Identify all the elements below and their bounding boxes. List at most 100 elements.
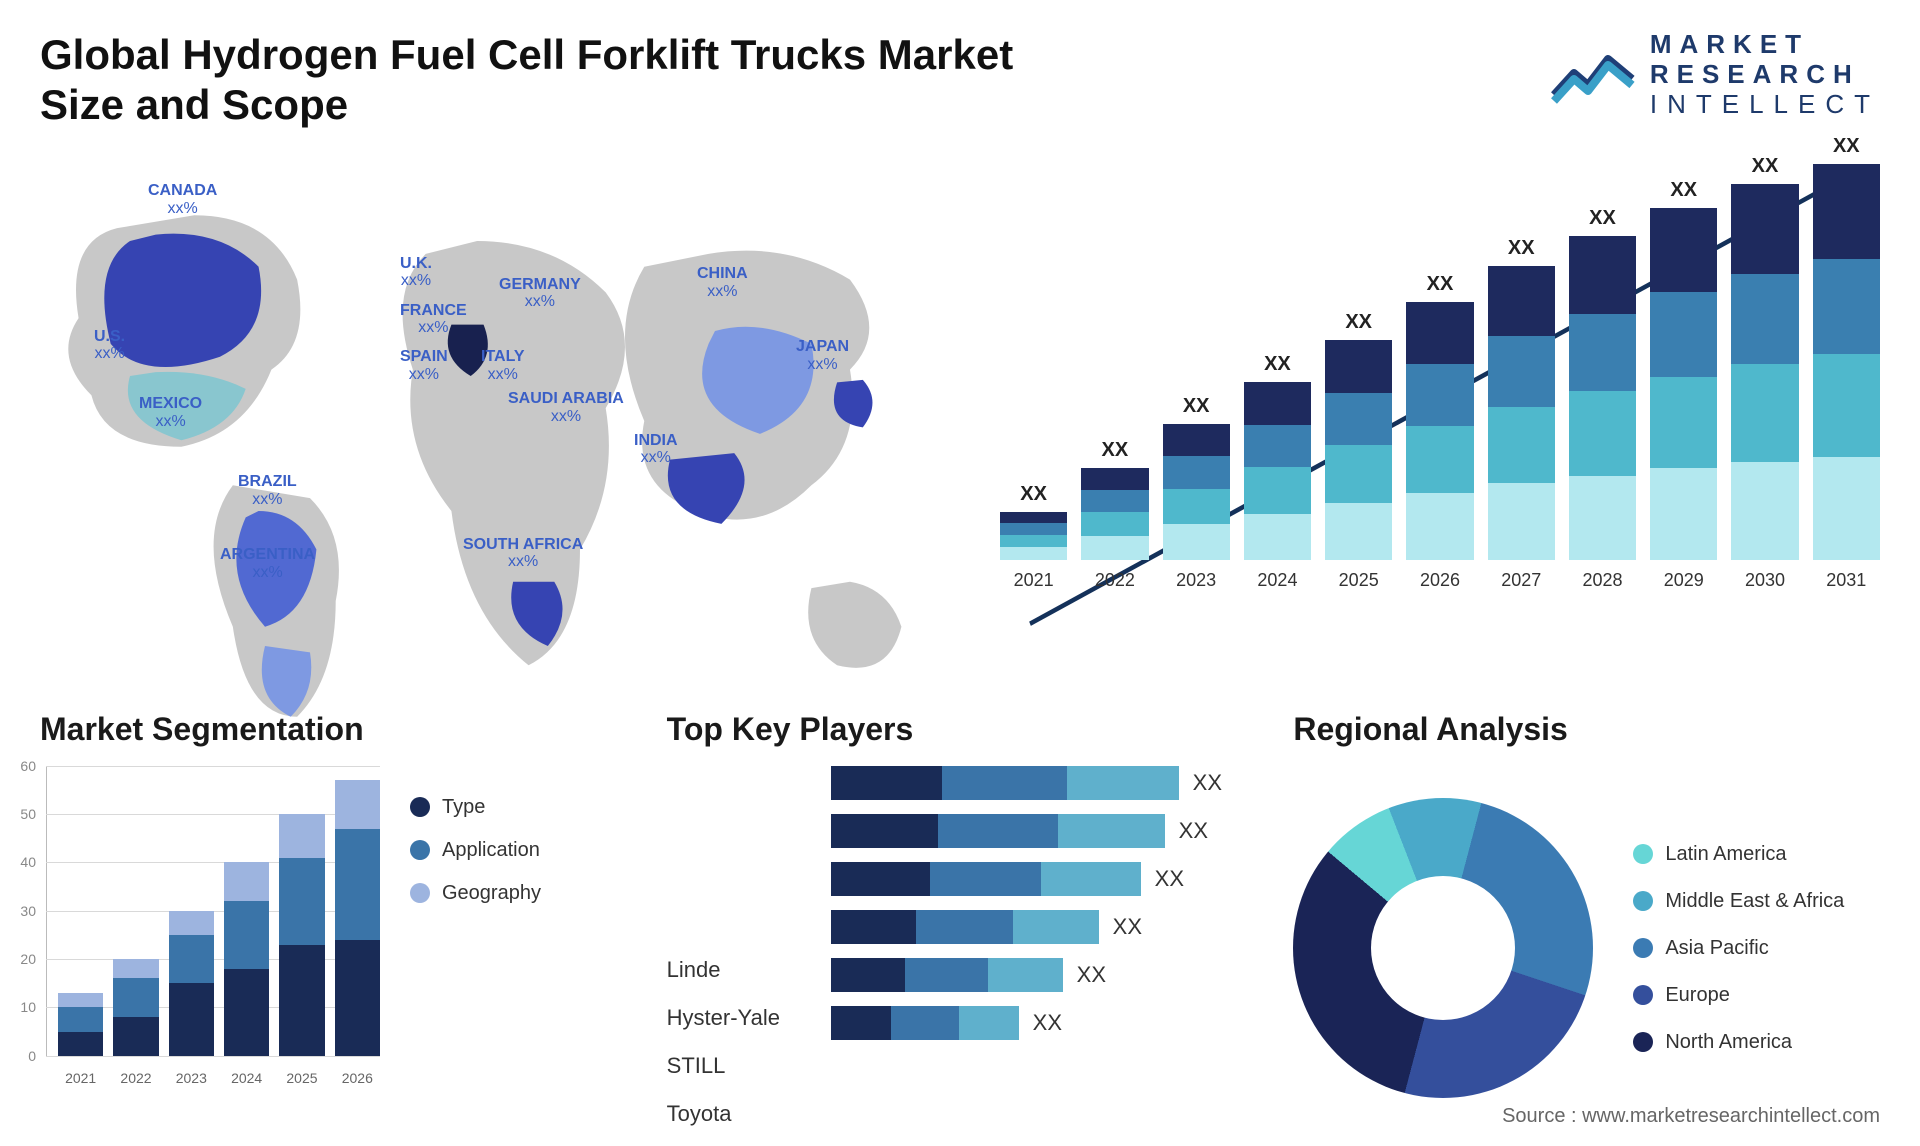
growth-bar-column: XX2023 [1163,395,1230,591]
growth-year-label: 2028 [1582,570,1622,591]
segmentation-bar [113,959,158,1056]
legend-swatch-icon [1633,844,1653,864]
segmentation-bar-segment [58,1032,103,1056]
growth-bar-segment [1488,483,1555,559]
growth-bar-column: XX2025 [1325,311,1392,591]
segmentation-bar-segment [113,978,158,1017]
segmentation-bar-column [279,814,324,1056]
growth-bar-segment [1081,490,1148,512]
segmentation-bar-column [169,911,214,1056]
growth-value-label: XX [1183,395,1210,418]
growth-year-label: 2027 [1501,570,1541,591]
map-label: SOUTH AFRICAxx% [463,536,583,571]
growth-year-label: 2022 [1095,570,1135,591]
growth-bar-segment [1325,503,1392,560]
growth-year-label: 2025 [1339,570,1379,591]
growth-bar [1488,266,1555,560]
key-player-value-label: XX [1077,962,1106,988]
y-tick-label: 30 [12,903,36,919]
growth-bar-segment [1813,164,1880,259]
growth-bar-segment [1731,184,1798,274]
growth-bar-segment [1731,462,1798,560]
y-tick-label: 40 [12,854,36,870]
legend-item: Latin America [1633,843,1844,866]
growth-bar-segment [1650,377,1717,469]
key-player-bar-segment [831,814,938,848]
growth-year-label: 2031 [1826,570,1866,591]
growth-bar-column: XX2027 [1488,237,1555,591]
logo-icon [1550,45,1636,105]
key-player-bar-segment [988,958,1062,992]
growth-bar-segment [1569,236,1636,314]
segmentation-bar-segment [335,780,380,828]
map-label: JAPANxx% [796,338,849,373]
key-player-name: Toyota [667,1101,807,1127]
growth-bar-segment [1406,426,1473,493]
growth-bar [1731,184,1798,560]
segmentation-bar-segment [224,901,269,969]
key-player-row: XX [831,862,1254,896]
growth-bar-column: XX2021 [1000,483,1067,591]
segmentation-bar [224,862,269,1055]
key-player-bar-segment [916,910,1012,944]
segmentation-bar-column [58,993,103,1056]
segmentation-bar-segment [279,945,324,1056]
segmentation-bar-column [335,780,380,1056]
segmentation-legend: TypeApplicationGeography [410,766,541,1131]
brand-logo: MARKET RESEARCH INTELLECT [1550,30,1880,120]
growth-bar-segment [1325,340,1392,393]
key-player-bar-segment [831,862,930,896]
segmentation-bar-segment [224,969,269,1056]
world-map: CANADAxx%U.S.xx%MEXICOxx%BRAZILxx%ARGENT… [40,151,940,671]
growth-bar-segment [1488,407,1555,483]
key-player-bar [831,958,1063,992]
map-silhouette [40,151,940,794]
x-tick-label: 2022 [113,1070,158,1086]
growth-bar-segment [1650,292,1717,376]
legend-label: Asia Pacific [1665,937,1768,960]
segmentation-bar [335,780,380,1056]
segmentation-bar-segment [279,858,324,945]
segmentation-bar-column [113,959,158,1056]
segmentation-bar-segment [169,983,214,1056]
growth-bar-column: XX 2031 [1813,135,1880,591]
growth-bar [1244,382,1311,560]
growth-bar-segment [1081,536,1148,560]
legend-label: Latin America [1665,843,1786,866]
growth-bar-column: XX2026 [1406,273,1473,591]
growth-year-label: 2026 [1420,570,1460,591]
map-label: ARGENTINAxx% [220,546,315,581]
growth-value-label: XX [1264,353,1291,376]
segmentation-bar [169,911,214,1056]
growth-bar-segment [1244,514,1311,560]
growth-bar-column: XX2024 [1244,353,1311,591]
growth-bar-column: XX2022 [1081,439,1148,591]
growth-bar-segment [1163,424,1230,457]
key-player-value-label: XX [1179,818,1208,844]
key-player-bar [831,862,1141,896]
legend-swatch-icon [410,840,430,860]
growth-bar-segment [1650,468,1717,560]
segmentation-bars [58,766,380,1056]
regional-legend: Latin AmericaMiddle East & AfricaAsia Pa… [1633,843,1844,1054]
legend-swatch-icon [1633,985,1653,1005]
segmentation-bar-column [224,862,269,1055]
legend-item: Geography [410,882,541,905]
x-tick-label: 2024 [224,1070,269,1086]
growth-value-label: XX [1670,179,1697,202]
growth-value-label: XX [1833,135,1860,158]
segmentation-bar [58,993,103,1056]
legend-swatch-icon [1633,891,1653,911]
y-tick-label: 0 [12,1048,36,1064]
key-player-bar [831,1006,1019,1040]
key-player-bar-segment [1067,766,1178,800]
y-tick-label: 60 [12,758,36,774]
growth-bar [1081,468,1148,560]
growth-bar-segment [1163,524,1230,559]
growth-bar-segment [1569,314,1636,392]
legend-item: Type [410,796,541,819]
key-players-chart: XXXXXXXXXXXX [831,766,1254,1131]
map-label: BRAZILxx% [238,473,297,508]
growth-bar [1000,512,1067,560]
segmentation-bar-segment [113,959,158,978]
